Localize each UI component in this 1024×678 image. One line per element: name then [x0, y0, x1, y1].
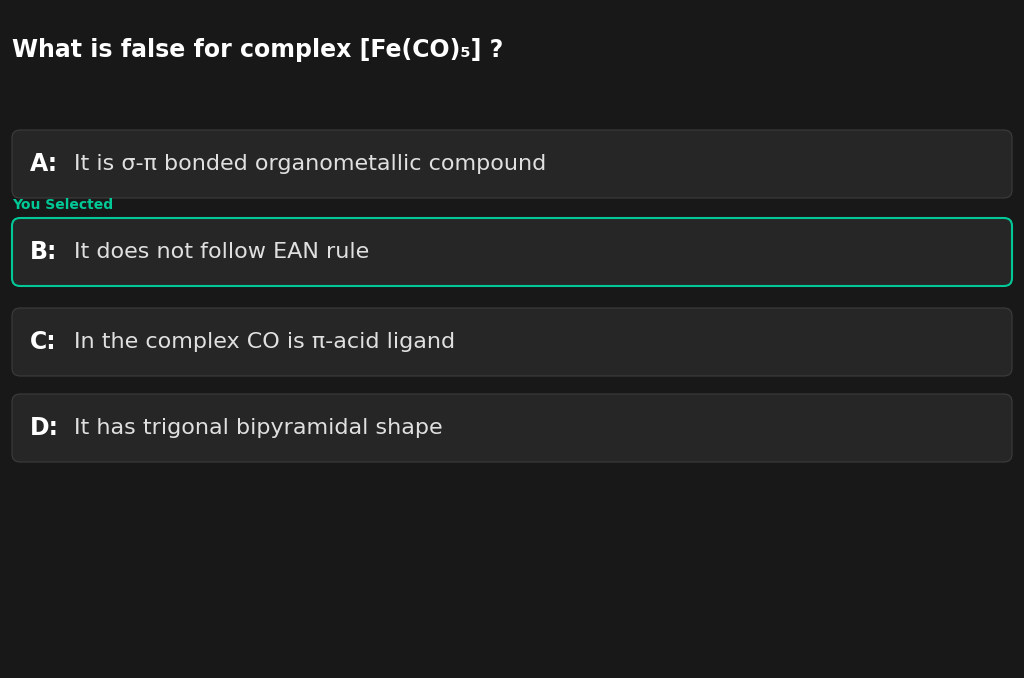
Text: C:: C: — [30, 330, 56, 354]
FancyBboxPatch shape — [12, 218, 1012, 286]
Text: What is false for complex [Fe(CO)₅] ?: What is false for complex [Fe(CO)₅] ? — [12, 38, 503, 62]
FancyBboxPatch shape — [12, 130, 1012, 198]
FancyBboxPatch shape — [12, 308, 1012, 376]
Text: B:: B: — [30, 240, 57, 264]
FancyBboxPatch shape — [12, 394, 1012, 462]
Text: You Selected: You Selected — [12, 198, 113, 212]
Text: In the complex CO is π-acid ligand: In the complex CO is π-acid ligand — [74, 332, 455, 352]
Text: A:: A: — [30, 152, 58, 176]
Text: D:: D: — [30, 416, 59, 440]
Text: It is σ-π bonded organometallic compound: It is σ-π bonded organometallic compound — [74, 154, 546, 174]
Text: It does not follow EAN rule: It does not follow EAN rule — [74, 242, 370, 262]
Text: It has trigonal bipyramidal shape: It has trigonal bipyramidal shape — [74, 418, 442, 438]
